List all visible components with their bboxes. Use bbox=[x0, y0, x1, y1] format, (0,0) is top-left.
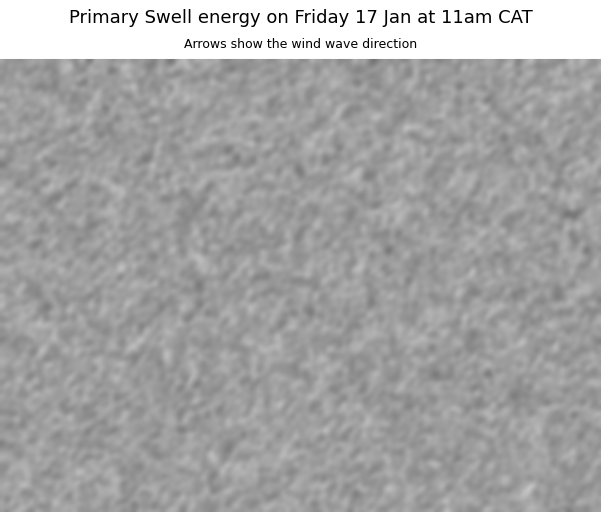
Text: Arrows show the wind wave direction: Arrows show the wind wave direction bbox=[184, 38, 417, 51]
Text: Primary Swell energy on Friday 17 Jan at 11am CAT: Primary Swell energy on Friday 17 Jan at… bbox=[69, 9, 532, 27]
